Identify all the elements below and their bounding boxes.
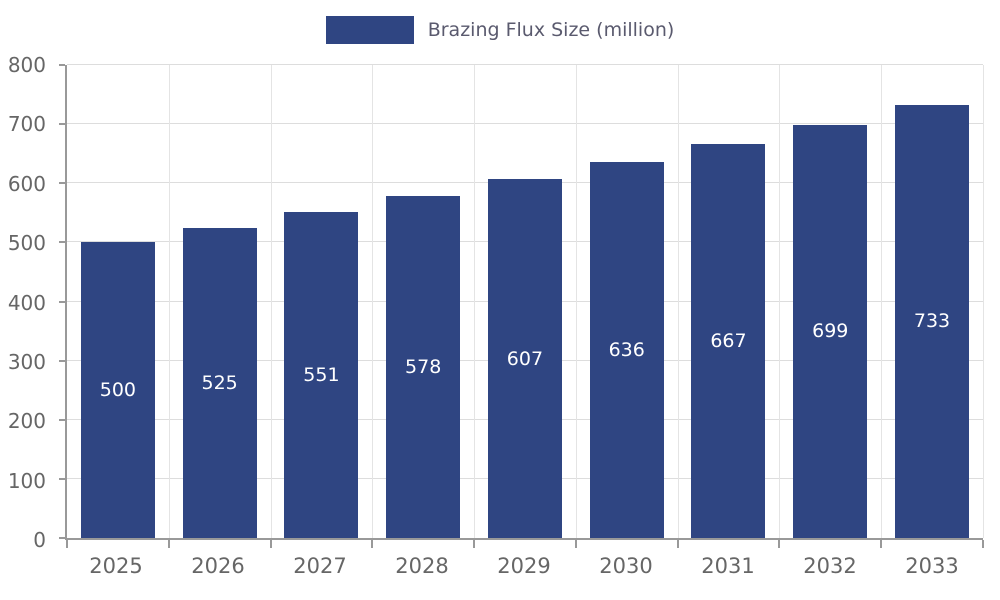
y-axis-tick — [59, 359, 65, 362]
x-axis-labels: 2025 2026 2027 2028 2029 2030 2031 2032 2033 — [65, 554, 983, 578]
legend: Brazing Flux Size (million) — [0, 16, 1000, 44]
x-axis-tick — [574, 540, 577, 548]
y-axis-tick-label: 400 — [7, 290, 46, 315]
y-axis-tick — [59, 241, 65, 244]
x-axis-tick — [269, 540, 272, 548]
gridline-vertical — [575, 65, 577, 538]
x-axis-tick — [982, 540, 984, 548]
bar-2027: 551 — [284, 212, 359, 538]
x-axis-category-label: 2025 — [89, 554, 143, 578]
x-axis-category-label: 2029 — [497, 554, 551, 578]
x-axis-category-label: 2032 — [803, 554, 857, 578]
bar-2028: 578 — [386, 196, 461, 538]
y-axis-tick — [59, 418, 65, 421]
bar-value-label: 551 — [303, 364, 340, 387]
y-axis-tick-label: 300 — [7, 349, 46, 374]
bar-2030: 636 — [589, 161, 664, 538]
x-axis-category-label: 2027 — [293, 554, 347, 578]
y-axis-tick — [59, 300, 65, 303]
bar-value-label: 699 — [812, 320, 849, 343]
x-axis-tick — [167, 540, 170, 548]
y-axis-tick-label: 800 — [7, 53, 46, 77]
bar-2032: 699 — [793, 124, 868, 538]
bar-value-label: 525 — [201, 371, 238, 394]
x-axis-tick — [880, 540, 883, 548]
bar-value-label: 733 — [913, 310, 951, 333]
bar-2031: 667 — [691, 143, 766, 538]
x-axis-category-label: 2033 — [905, 554, 959, 578]
gridline-vertical — [881, 65, 883, 538]
bars: 500 525 551 578 607 636 667 699 733 — [67, 65, 983, 538]
gridline-horizontal — [67, 64, 983, 65]
gridline-vertical — [677, 65, 679, 538]
y-axis-tick — [59, 537, 65, 539]
legend-label: Brazing Flux Size (million) — [427, 19, 675, 41]
gridline-vertical — [168, 65, 170, 538]
gridline-vertical — [983, 65, 984, 538]
y-axis-tick-label: 0 — [33, 528, 46, 552]
bar-2026: 525 — [182, 227, 257, 538]
x-axis-tick — [473, 540, 476, 548]
bar-2025: 500 — [80, 242, 155, 538]
y-axis-tick-label: 500 — [7, 231, 46, 256]
bar-2033: 733 — [895, 104, 969, 538]
x-axis-category-label: 2028 — [395, 554, 449, 578]
gridline-vertical — [779, 65, 781, 538]
y-axis-tick — [59, 182, 65, 185]
bar-value-label: 578 — [405, 356, 442, 379]
x-axis-tick — [66, 540, 68, 548]
x-axis-category-label: 2026 — [191, 554, 245, 578]
bar-value-label: 500 — [99, 379, 137, 402]
bar-value-label: 636 — [608, 338, 645, 361]
y-axis-tick-label: 200 — [7, 409, 46, 434]
bar-2029: 607 — [487, 179, 562, 538]
y-axis-tick — [59, 64, 65, 66]
y-axis-tick-label: 600 — [7, 171, 46, 196]
gridline-vertical — [270, 65, 272, 538]
gridline-horizontal — [67, 123, 983, 125]
bar-value-label: 607 — [506, 347, 544, 370]
gridline-vertical — [474, 65, 476, 538]
x-axis-tick — [676, 540, 679, 548]
y-axis-tick-label: 700 — [7, 112, 46, 137]
gridline-vertical — [372, 65, 374, 538]
plot-area: 500 525 551 578 607 636 667 699 733 — [59, 64, 984, 548]
bar-value-label: 667 — [710, 329, 747, 352]
x-axis-tick — [778, 540, 781, 548]
y-axis-tick-label: 100 — [7, 468, 46, 493]
legend-swatch — [325, 16, 414, 44]
x-axis-category-label: 2031 — [701, 554, 755, 578]
x-axis-category-label: 2030 — [599, 554, 653, 578]
x-axis-tick — [371, 540, 374, 548]
y-axis-tick — [59, 123, 65, 126]
y-axis-tick — [59, 477, 65, 480]
y-axis-labels: 0 100 200 300 400 500 600 700 800 — [0, 55, 58, 550]
